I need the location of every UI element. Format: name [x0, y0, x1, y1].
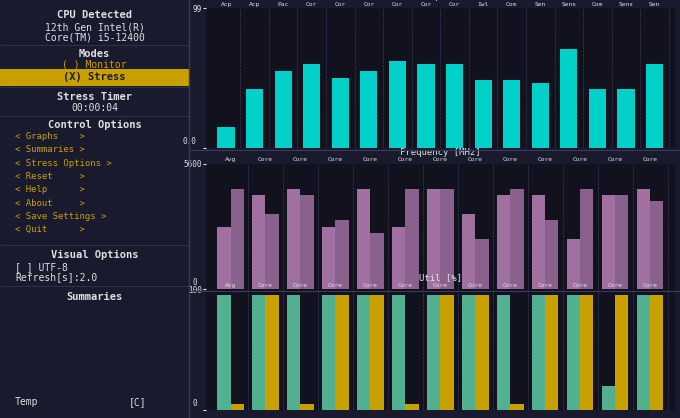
Text: 0: 0 [192, 399, 197, 408]
Text: [ ] UTF-8: [ ] UTF-8 [15, 262, 68, 272]
Bar [462, 214, 475, 289]
Text: < Stress Options >: < Stress Options > [15, 158, 112, 168]
Title: Util [%]: Util [%] [419, 273, 462, 282]
Bar [497, 195, 510, 289]
Bar [335, 295, 349, 410]
Bar [510, 189, 524, 289]
Bar [252, 195, 265, 289]
Bar [418, 64, 435, 148]
Bar [371, 295, 384, 410]
Bar [287, 189, 301, 289]
Bar [615, 195, 628, 289]
Bar [475, 81, 492, 148]
Bar [218, 127, 235, 148]
Bar [510, 405, 524, 410]
Bar [427, 295, 441, 410]
Bar [636, 295, 650, 410]
Text: < Reset     >: < Reset > [15, 172, 85, 181]
Text: (X) Stress: (X) Stress [63, 72, 126, 82]
Bar [580, 189, 594, 289]
Text: 00:00:04: 00:00:04 [71, 103, 118, 113]
Bar [389, 61, 406, 148]
Bar [532, 295, 545, 410]
Bar [503, 81, 520, 148]
Bar [322, 295, 335, 410]
Bar [532, 195, 545, 289]
Text: < Summaries >: < Summaries > [15, 145, 85, 154]
Text: Visual Options: Visual Options [51, 250, 138, 260]
Bar [427, 189, 441, 289]
Bar [567, 239, 580, 289]
Text: Control Options: Control Options [48, 120, 141, 130]
Text: < Graphs    >: < Graphs > [15, 132, 85, 141]
Bar [335, 220, 349, 289]
Bar [602, 195, 615, 289]
Bar [446, 64, 463, 148]
Bar [405, 189, 419, 289]
Bar [275, 71, 292, 148]
Bar [371, 233, 384, 289]
Bar [545, 220, 558, 289]
Bar [217, 295, 231, 410]
Text: < Help      >: < Help > [15, 185, 85, 194]
Bar [287, 295, 301, 410]
Bar [265, 295, 279, 410]
Bar [650, 201, 664, 289]
Text: Refresh[s]:2.0: Refresh[s]:2.0 [15, 273, 97, 283]
Text: Modes: Modes [79, 49, 110, 59]
Bar [646, 64, 663, 148]
Bar [357, 295, 371, 410]
Bar [322, 227, 335, 289]
Text: 12th Gen Intel(R): 12th Gen Intel(R) [45, 22, 144, 32]
Bar [392, 227, 405, 289]
Bar [246, 89, 263, 148]
Bar [636, 189, 650, 289]
Bar [303, 64, 320, 148]
Bar [265, 214, 279, 289]
Bar [560, 49, 577, 148]
Bar [567, 295, 580, 410]
Bar [475, 239, 488, 289]
Bar [475, 295, 488, 410]
Text: 0.0: 0.0 [183, 137, 197, 145]
Bar [405, 405, 419, 410]
FancyBboxPatch shape [0, 69, 189, 86]
Bar [532, 83, 549, 148]
Title: Frequency [MHz]: Frequency [MHz] [400, 148, 481, 157]
Bar [615, 295, 628, 410]
Bar [357, 189, 371, 289]
Bar [231, 189, 244, 289]
Bar [441, 295, 454, 410]
Bar [301, 195, 313, 289]
Text: Core(TM) i5-12400: Core(TM) i5-12400 [45, 33, 144, 43]
Bar [217, 227, 231, 289]
Bar [231, 405, 244, 410]
Text: CPU Detected: CPU Detected [57, 10, 132, 20]
Bar [497, 295, 510, 410]
Text: < Save Settings >: < Save Settings > [15, 212, 107, 221]
Text: 0: 0 [192, 278, 197, 287]
Text: < Quit      >: < Quit > [15, 225, 85, 234]
Title: Temp [C]: Temp [C] [419, 0, 462, 1]
Bar [360, 71, 377, 148]
Text: Stress Timer: Stress Timer [57, 92, 132, 102]
Text: [C]: [C] [129, 397, 146, 407]
Text: ( ) Monitor: ( ) Monitor [62, 60, 127, 70]
Text: Temp: Temp [15, 397, 39, 407]
Bar [617, 89, 634, 148]
Bar [580, 295, 594, 410]
Bar [301, 405, 313, 410]
Text: < About     >: < About > [15, 199, 85, 208]
Bar [545, 295, 558, 410]
Bar [650, 295, 664, 410]
Bar [392, 295, 405, 410]
Bar [602, 386, 615, 410]
Bar [441, 189, 454, 289]
Bar [462, 295, 475, 410]
Bar [332, 78, 349, 148]
Bar [589, 89, 606, 148]
Bar [252, 295, 265, 410]
Text: Summaries: Summaries [67, 292, 122, 302]
